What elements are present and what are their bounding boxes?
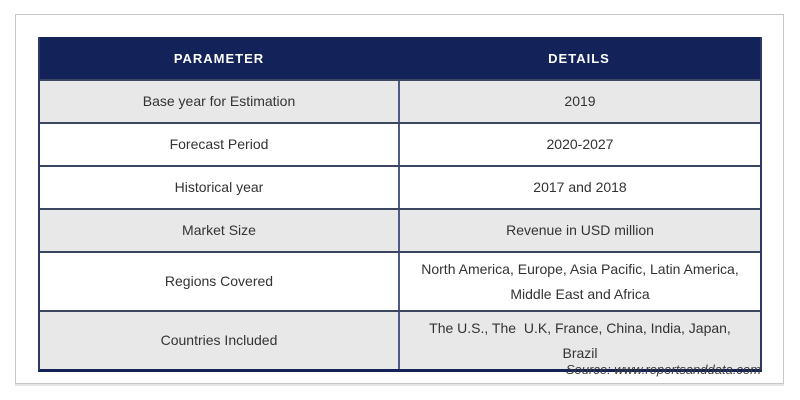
- table-row: Forecast Period 2020-2027: [40, 122, 760, 165]
- column-header-details: DETAILS: [548, 50, 610, 66]
- parameter-cell: Regions Covered: [164, 273, 274, 290]
- details-cell: 2020-2027: [398, 124, 760, 165]
- table-row: Market Size Revenue in USD million: [40, 208, 760, 251]
- source-caption: Source: www.reportsanddata.com: [565, 362, 761, 377]
- details-cell: 2019: [398, 81, 760, 122]
- parameter-cell: Forecast Period: [169, 136, 269, 153]
- table-body: Base year for Estimation 2019 Forecast P…: [40, 79, 760, 369]
- parameter-cell: Countries Included: [160, 332, 278, 349]
- table-row: Base year for Estimation 2019: [40, 79, 760, 122]
- table-header-row: PARAMETER DETAILS: [40, 37, 760, 79]
- column-header-parameter: PARAMETER: [173, 50, 265, 66]
- image-frame: PARAMETER DETAILS Base year for Estimati…: [15, 14, 784, 384]
- parameter-cell: Base year for Estimation: [142, 93, 296, 110]
- details-cell: North America, Europe, Asia Pacific, Lat…: [398, 253, 760, 310]
- parameter-cell: Historical year: [174, 179, 264, 196]
- details-cell: Revenue in USD million: [398, 210, 760, 251]
- report-scope-table: PARAMETER DETAILS Base year for Estimati…: [38, 37, 762, 372]
- table-row: Countries Included The U.S., The U.K, Fr…: [40, 310, 760, 369]
- table-row: Historical year 2017 and 2018: [40, 165, 760, 208]
- table-row: Regions Covered North America, Europe, A…: [40, 251, 760, 310]
- parameter-cell: Market Size: [182, 222, 256, 239]
- details-cell: 2017 and 2018: [398, 167, 760, 208]
- details-cell: The U.S., The U.K, France, China, India,…: [398, 312, 760, 369]
